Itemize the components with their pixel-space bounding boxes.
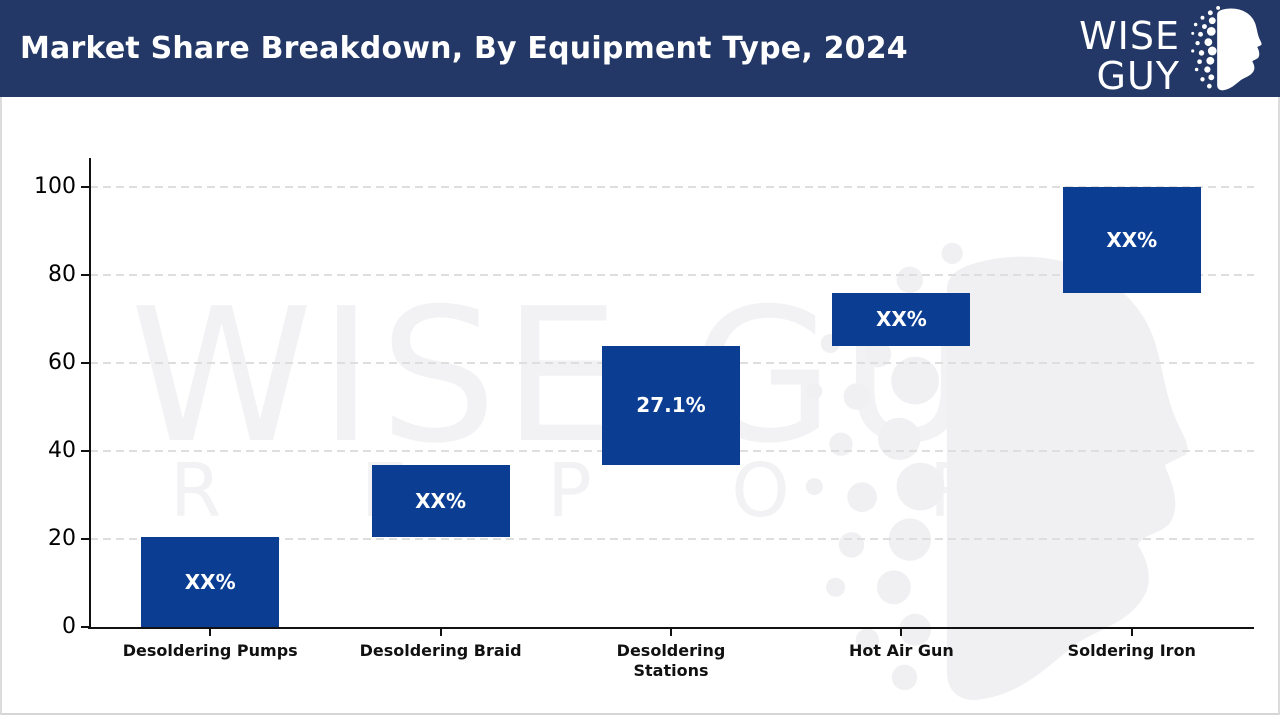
bar-value-label: XX%: [184, 570, 236, 595]
gridline-20: [90, 538, 1254, 540]
dotted-face-profile-icon: [1191, 5, 1262, 91]
x-tick-mark: [209, 629, 212, 636]
y-tick-mark: [81, 274, 89, 276]
bar-value-label: XX%: [1106, 227, 1158, 252]
x-category-label: Soldering Iron: [1067, 641, 1196, 660]
y-tick-mark: [81, 186, 89, 188]
x-axis-line: [88, 627, 1254, 629]
y-tick-label: 0: [62, 614, 76, 639]
bar-value-label: 27.1%: [636, 393, 706, 418]
x-tick-mark: [439, 629, 442, 636]
logo-text: WISE GUY R E P O R T S: [1022, 16, 1180, 136]
x-category-label: Desoldering Stations: [616, 641, 726, 680]
y-tick-label: 80: [48, 262, 76, 287]
gridline-80: [90, 274, 1254, 276]
header-bar: Market Share Breakdown, By Equipment Typ…: [0, 0, 1280, 134]
bar-5: XX%: [1062, 187, 1201, 293]
wiseguy-logo: WISE GUY R E P O R T S: [1022, 0, 1272, 134]
bar-2: XX%: [371, 465, 510, 538]
x-category-label: Hot Air Gun: [848, 641, 954, 660]
x-tick-mark: [1130, 629, 1133, 636]
bar-value-label: XX%: [875, 307, 927, 332]
gridline-100: [90, 186, 1254, 188]
y-tick-label: 60: [48, 350, 76, 375]
bar-3: 27.1%: [602, 345, 740, 466]
bar-value-label: XX%: [415, 489, 467, 514]
x-category-label: Desoldering Pumps: [122, 641, 298, 660]
bar-4: XX%: [832, 292, 971, 346]
bar-1: XX%: [141, 537, 280, 627]
x-category-label: Desoldering Braid: [359, 641, 522, 660]
x-tick-mark: [900, 629, 903, 636]
y-tick-mark: [81, 362, 89, 364]
y-tick-label: 100: [34, 174, 76, 199]
y-tick-mark: [81, 538, 89, 540]
logo-wordmark: WISE GUY: [1079, 14, 1180, 98]
y-tick-mark: [81, 626, 89, 628]
x-tick-mark: [670, 629, 672, 636]
page-title: Market Share Breakdown, By Equipment Typ…: [20, 31, 908, 66]
y-tick-label: 40: [48, 438, 76, 463]
y-axis-line: [89, 158, 91, 629]
y-tick-mark: [81, 450, 89, 452]
logo-subtitle: R E P O R T S: [1026, 98, 1191, 134]
y-tick-label: 20: [48, 526, 76, 551]
